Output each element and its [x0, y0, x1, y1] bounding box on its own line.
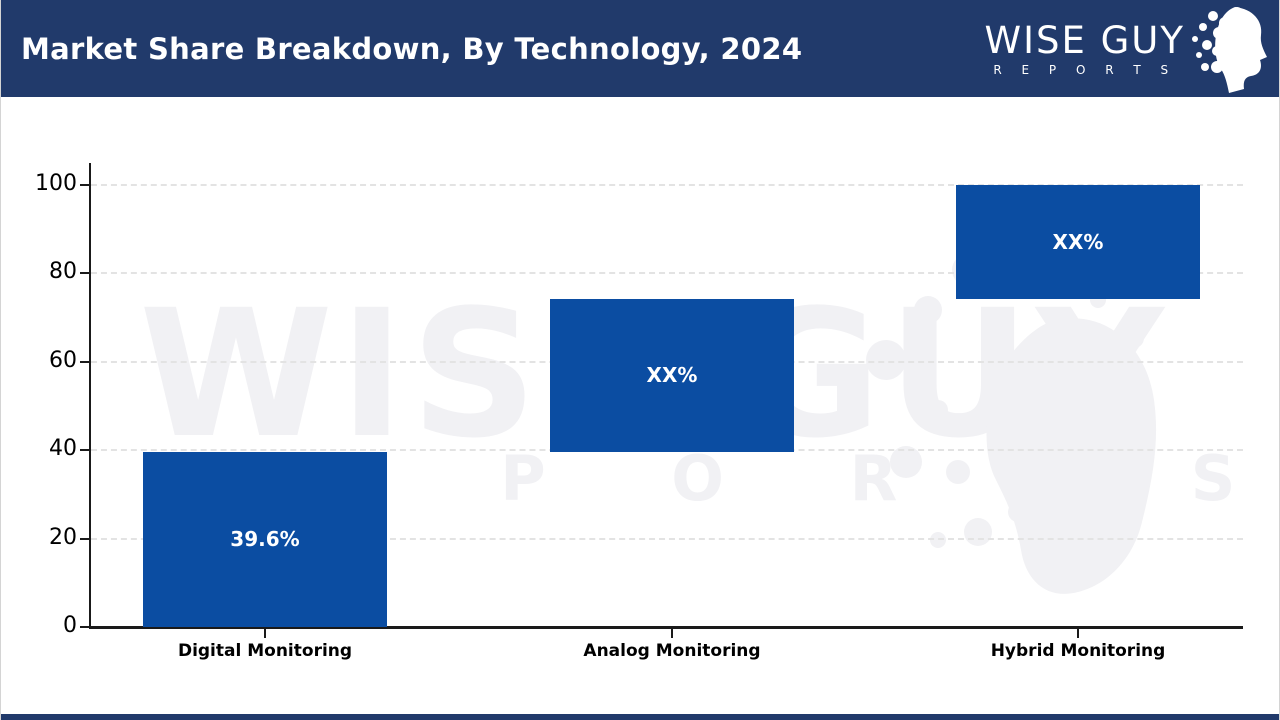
- logo-face-icon: [1192, 6, 1267, 93]
- y-tick-mark: [80, 626, 89, 628]
- bar-value-label: XX%: [646, 363, 698, 388]
- y-tick-mark: [80, 184, 89, 186]
- footer-bar: [1, 714, 1279, 720]
- y-tick-mark: [80, 449, 89, 452]
- x-axis-line: [89, 626, 1243, 629]
- x-tick-mark: [671, 629, 673, 638]
- category-label: Analog Monitoring: [583, 641, 761, 661]
- gridline: [91, 537, 1243, 540]
- y-tick-label: 40: [49, 436, 77, 462]
- y-axis-line: [89, 163, 91, 629]
- y-tick-mark: [80, 360, 89, 363]
- bar-value-label: XX%: [1052, 230, 1104, 255]
- y-tick-mark: [80, 272, 89, 275]
- category-label: Digital Monitoring: [177, 641, 353, 661]
- wise-guy-logo: WISE GUY R E P O R T S: [985, 0, 1273, 97]
- bar: XX%: [956, 185, 1200, 300]
- logo-wordmark: WISE GUY: [984, 18, 1185, 62]
- page-title: Market Share Breakdown, By Technology, 2…: [21, 31, 803, 66]
- header: Market Share Breakdown, By Technology, 2…: [1, 0, 1279, 97]
- gridline: [91, 184, 1243, 186]
- bar: XX%: [550, 299, 794, 452]
- y-tick-label: 20: [49, 524, 77, 550]
- y-tick-mark: [80, 537, 89, 540]
- y-tick-label: 0: [63, 613, 77, 638]
- x-tick-mark: [264, 629, 266, 638]
- y-tick-label: 60: [49, 347, 77, 373]
- x-tick-mark: [1077, 629, 1079, 638]
- logo-subtitle: R E P O R T S: [993, 62, 1177, 77]
- logo-text: WISE GUY R E P O R T S: [984, 18, 1185, 77]
- bar: 39.6%: [143, 451, 387, 627]
- y-tick-label: 80: [49, 259, 77, 285]
- bar-value-label: 39.6%: [230, 527, 300, 552]
- y-tick-label: 100: [35, 171, 77, 196]
- gridline: [91, 272, 1243, 275]
- category-label: Hybrid Monitoring: [990, 641, 1166, 661]
